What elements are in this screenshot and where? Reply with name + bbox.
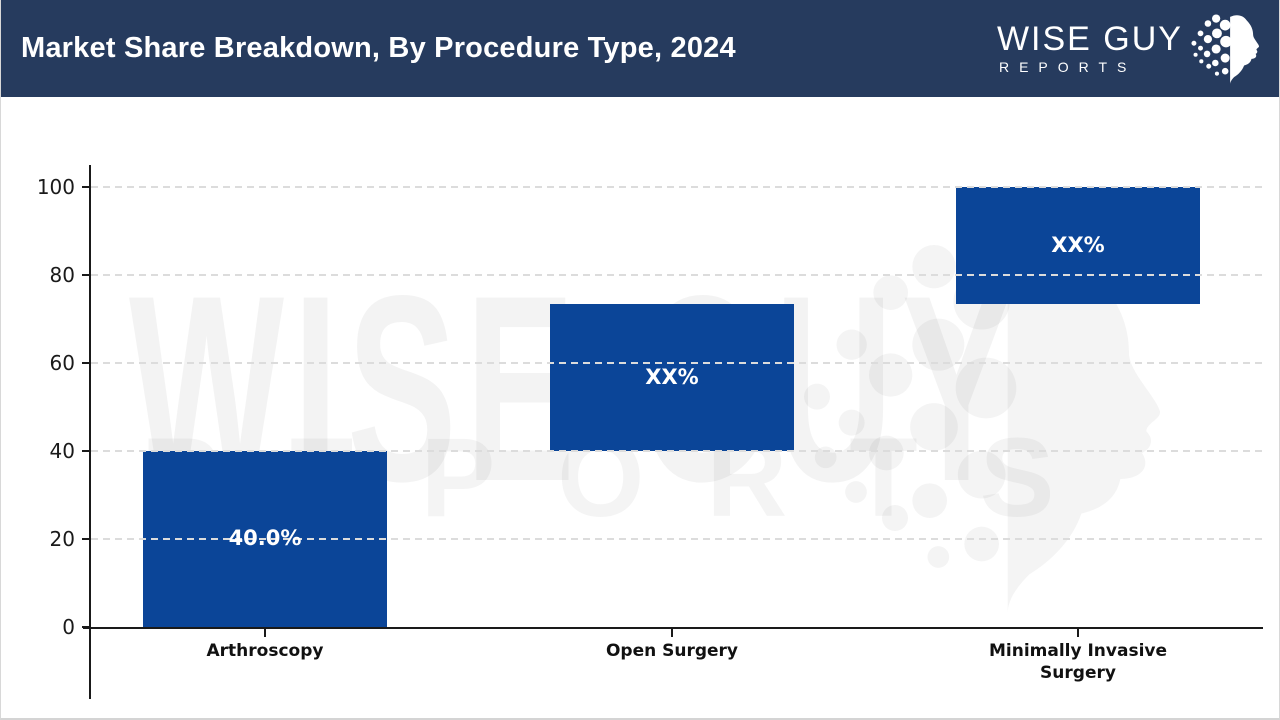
logo-face-icon — [1189, 9, 1263, 89]
gridline — [91, 538, 1263, 540]
bar-value-label: XX% — [645, 364, 699, 389]
x-category-label: Open Surgery — [605, 641, 739, 661]
brand-logo: WISE GUY REPORTS — [997, 9, 1263, 89]
y-tick-mark — [82, 186, 90, 188]
y-tick-mark — [82, 626, 90, 628]
y-tick-mark — [82, 538, 90, 540]
y-tick-label: 60 — [49, 351, 75, 375]
logo-text: WISE GUY REPORTS — [997, 22, 1183, 75]
bar-2 — [550, 304, 794, 451]
header: Market Share Breakdown, By Procedure Typ… — [1, 0, 1279, 97]
gridline — [91, 450, 1263, 452]
bar-value-label: XX% — [1051, 232, 1105, 257]
y-tick-label: 80 — [49, 263, 75, 287]
gridline — [91, 274, 1263, 276]
x-tick-mark — [671, 629, 673, 637]
y-tick-label: 100 — [36, 175, 75, 199]
logo-subtitle: REPORTS — [998, 59, 1137, 75]
gridline — [91, 186, 1263, 188]
plot: 40.0% Arthroscopy XX% Open Surgery XX% Minima… — [1, 97, 1279, 718]
x-tick-mark — [264, 629, 266, 637]
x-axis-spine — [83, 627, 1263, 629]
y-tick-label: 0 — [62, 615, 75, 639]
y-tick-mark — [82, 274, 90, 276]
y-tick-label: 40 — [49, 439, 75, 463]
page-title: Market Share Breakdown, By Procedure Typ… — [21, 32, 736, 64]
x-category-label: Arthroscopy — [206, 641, 324, 661]
chart-area: WISE GUY REPORTS 40.0% Arthroscopy XX% Open… — [1, 97, 1279, 718]
y-axis-spine — [89, 165, 91, 699]
y-tick-mark — [82, 362, 90, 364]
bar-value-label: 40.0% — [228, 526, 302, 550]
logo-wordmark: WISE GUY — [996, 20, 1183, 58]
x-category-label: Minimally Invasive Surgery — [988, 641, 1168, 684]
gridline — [91, 362, 1263, 364]
y-tick-mark — [82, 450, 90, 452]
y-tick-label: 20 — [49, 527, 75, 551]
x-tick-mark — [1077, 629, 1079, 637]
